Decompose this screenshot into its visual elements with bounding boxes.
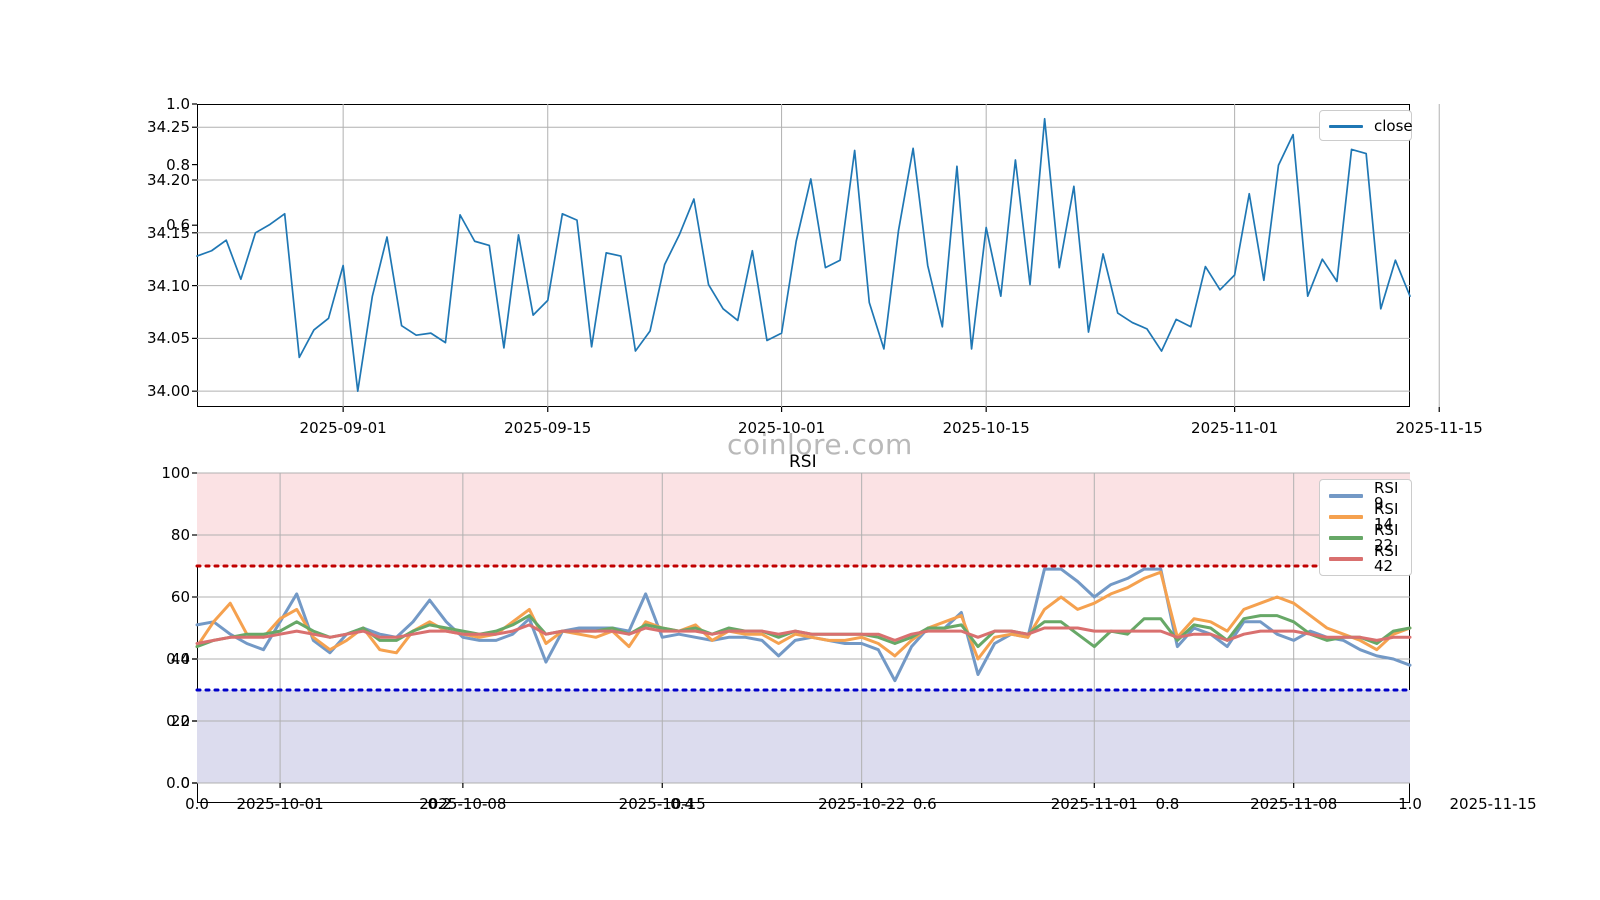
price-y-tick-label: 34.15 — [147, 223, 190, 242]
price-x-tick-label: 2025-11-15 — [1395, 419, 1483, 437]
rsi-legend-item[interactable]: RSI 14 — [1329, 501, 1402, 531]
legend-color-swatch — [1329, 125, 1363, 128]
rsi-y-overlay-tick-label: 0.0 — [166, 774, 190, 792]
rsi-x-overlay-tick-label: 0.2 — [427, 795, 452, 813]
rsi-x-overlay-tick-label: 1.0 — [1398, 795, 1422, 813]
rsi-x-overlay-tick-label: 0.6 — [912, 795, 937, 813]
rsi-x-overlay-tick-label: 0.0 — [185, 795, 209, 813]
price-x-tick-label: 2025-11-01 — [1191, 419, 1279, 437]
rsi-title: RSI — [789, 452, 817, 472]
price-y-tick-label: 34.25 — [147, 118, 190, 137]
legend-label: RSI 9 — [1374, 478, 1399, 512]
price-y-overlay-tick-label: 1.0 — [166, 95, 190, 113]
rsi-x-tick-label: 2025-10-08 — [419, 795, 507, 813]
rsi-x-overlay-tick-label: 0.4 — [670, 795, 695, 813]
legend-label: RSI 14 — [1374, 499, 1399, 533]
rsi-x-tick-label: 2025-11-01 — [1050, 795, 1138, 813]
price-y-tick-label: 34.05 — [147, 329, 190, 348]
rsi-x-tick-label: 2025-11-08 — [1250, 795, 1338, 813]
rsi-legend-item[interactable]: RSI 22 — [1329, 522, 1402, 552]
legend-label: RSI 22 — [1374, 520, 1399, 554]
rsi-svg — [192, 472, 1412, 788]
rsi-legend-item[interactable]: RSI 9 — [1329, 480, 1402, 510]
rsi-panel: RSI 0 20 40 60 80 100 0.0 0.2 0.4 2025-10-01 202… — [0, 452, 1600, 900]
watermark: coinlore.com — [727, 428, 913, 461]
rsi-legend-item[interactable]: RSI 42 — [1329, 543, 1402, 573]
rsi-legend[interactable]: RSI 9 RSI 14 RSI 22 RSI 42 — [1319, 479, 1412, 576]
price-y-tick-label: 34.00 — [147, 382, 190, 401]
price-x-tick-label: 2025-09-15 — [504, 419, 592, 437]
rsi-x-tick-label: 2025-10-22 — [818, 795, 906, 813]
rsi-y-tick-label: 0 — [180, 774, 190, 792]
rsi-y-tick-label: 100 — [161, 464, 190, 482]
price-x-tick-label: 2025-10-01 — [737, 419, 826, 437]
price-y-overlay-tick-label: 0.6 — [166, 216, 190, 235]
legend-color-swatch — [1329, 556, 1363, 561]
rsi-x-tick-label: 2025-11-15 — [1449, 795, 1537, 813]
price-y-overlay-tick-label: 0.8 — [166, 155, 190, 174]
price-svg — [192, 103, 1440, 412]
legend-color-swatch — [1329, 514, 1363, 519]
rsi-y-tick-label: 20 — [170, 712, 190, 730]
legend-color-swatch — [1329, 535, 1363, 540]
rsi-y-overlay-tick-label: 0.4 — [166, 650, 190, 668]
legend-label: RSI 42 — [1374, 541, 1399, 575]
price-y-tick-label: 34.20 — [147, 171, 190, 189]
rsi-y-tick-label: 40 — [170, 650, 190, 668]
legend-label: close — [1374, 117, 1413, 135]
price-legend[interactable]: close — [1319, 110, 1413, 141]
price-x-tick-label: 2025-10-15 — [942, 419, 1030, 437]
legend-color-swatch — [1329, 493, 1363, 498]
rsi-y-tick-label: 60 — [170, 588, 190, 606]
rsi-x-tick-label: 2025-10-15 — [618, 795, 706, 813]
rsi-y-tick-label: 80 — [170, 526, 190, 544]
price-x-tick-label: 2025-09-01 — [299, 419, 387, 437]
rsi-x-tick-label: 2025-10-01 — [236, 795, 324, 813]
price-y-tick-label: 34.10 — [147, 276, 190, 295]
rsi-y-overlay-tick-label: 0.2 — [166, 712, 190, 730]
price-panel: 34.00 34.05 34.10 34.15 34.20 34.25 0.6 0.8 1.0… — [147, 95, 1483, 437]
rsi-x-overlay-tick-label: 0.8 — [1155, 795, 1180, 813]
price-legend-item[interactable]: close — [1329, 116, 1413, 137]
